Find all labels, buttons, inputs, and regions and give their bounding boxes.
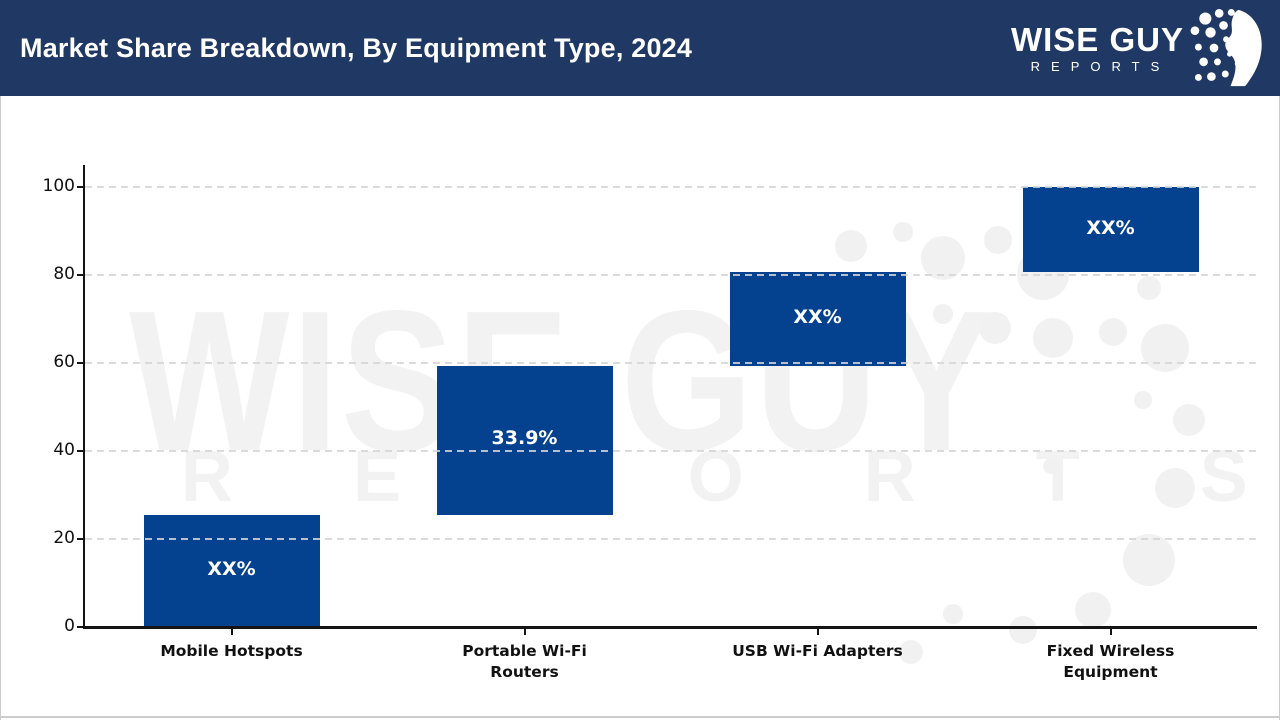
logo-head-icon	[1190, 9, 1262, 87]
y-tick-40	[77, 450, 85, 452]
y-tick-100	[77, 186, 85, 188]
x-category-label-4: Fixed Wireless Equipment	[1046, 642, 1175, 681]
y-tick-label-80: 80	[53, 264, 75, 284]
y-tick-20	[77, 538, 85, 540]
x-tick-1	[230, 628, 233, 635]
header-bar: Market Share Breakdown, By Equipment Typ…	[0, 0, 1280, 96]
page-title: Market Share Breakdown, By Equipment Typ…	[20, 32, 693, 63]
x-axis-line	[83, 626, 1257, 629]
y-tick-label-60: 60	[53, 352, 75, 372]
bar-value-label-3: XX%	[793, 306, 842, 328]
logo-wordmark: WISE GUY	[1010, 21, 1184, 58]
y-tick-label-20: 20	[53, 528, 75, 548]
gridline-20	[85, 538, 1257, 540]
logo-subtitle: REPORTS	[1030, 59, 1171, 74]
logo-text: WISE GUY REPORTS	[1011, 23, 1184, 73]
y-tick-60	[77, 362, 85, 364]
gridline-40	[85, 450, 1257, 452]
y-tick-0	[77, 626, 85, 628]
bottom-rule	[0, 716, 1280, 718]
wiseguy-logo: WISE GUY REPORTS	[1011, 4, 1266, 92]
y-tick-80	[77, 274, 85, 276]
x-category-label-3: USB Wi-Fi Adapters	[732, 642, 903, 660]
x-category-label-1: Mobile Hotspots	[160, 642, 303, 660]
x-tick-2	[523, 628, 526, 635]
bar-value-label-4: XX%	[1086, 216, 1135, 239]
bar-1	[143, 514, 320, 627]
x-tick-4	[1109, 628, 1112, 635]
y-tick-label-40: 40	[53, 440, 75, 460]
bar-4	[1022, 187, 1199, 273]
y-tick-label-0: 0	[64, 616, 75, 636]
gridline-80	[85, 274, 1257, 276]
bar-value-label-2: 33.9%	[491, 427, 558, 450]
gridline-60	[85, 362, 1257, 364]
gridline-100	[85, 186, 1257, 188]
x-category-label-2: Portable Wi-Fi Routers	[462, 642, 587, 681]
y-tick-label-100: 100	[42, 176, 75, 196]
x-tick-3	[816, 628, 819, 635]
y-axis-line	[83, 165, 85, 627]
bar-value-label-1: XX%	[207, 557, 256, 580]
bar-2	[436, 365, 613, 515]
bar-3	[729, 272, 906, 366]
